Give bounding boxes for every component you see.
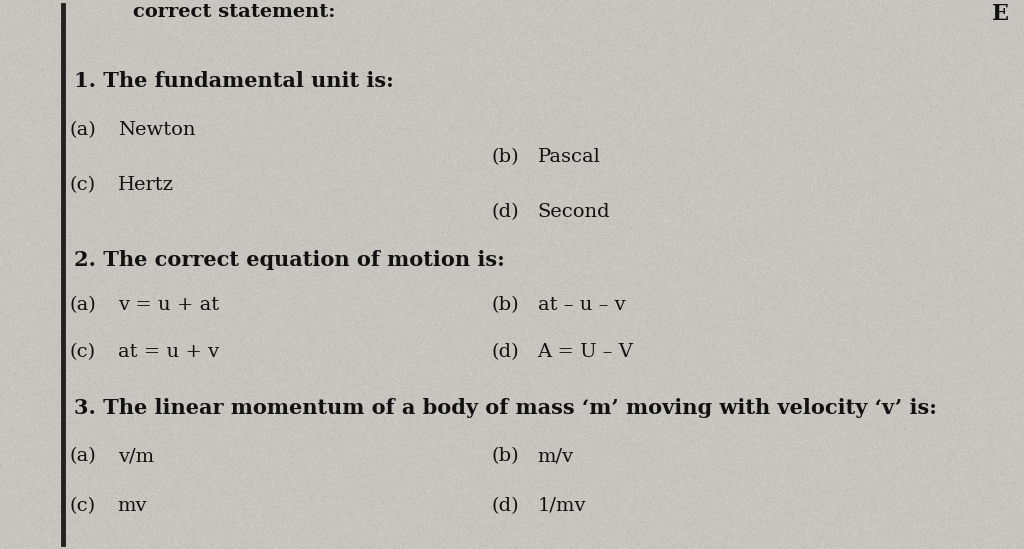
Text: (b): (b) — [492, 447, 519, 466]
Text: at = u + v: at = u + v — [118, 343, 219, 361]
Text: (b): (b) — [492, 296, 519, 315]
Text: Hertz: Hertz — [118, 176, 174, 194]
Text: 1/mv: 1/mv — [538, 497, 586, 515]
Text: (b): (b) — [492, 148, 519, 166]
Text: 1. The fundamental unit is:: 1. The fundamental unit is: — [74, 71, 393, 91]
Text: v/m: v/m — [118, 447, 154, 466]
Text: (d): (d) — [492, 343, 519, 361]
Text: v = u + at: v = u + at — [118, 296, 219, 315]
Text: m/v: m/v — [538, 447, 573, 466]
Text: mv: mv — [118, 497, 147, 515]
Text: (c): (c) — [70, 176, 96, 194]
Text: (d): (d) — [492, 497, 519, 515]
Text: correct statement:: correct statement: — [133, 3, 336, 21]
Text: (c): (c) — [70, 497, 96, 515]
Text: (a): (a) — [70, 121, 96, 139]
Text: at – u – v: at – u – v — [538, 296, 626, 315]
Text: 3. The linear momentum of a body of mass ‘m’ moving with velocity ‘v’ is:: 3. The linear momentum of a body of mass… — [74, 398, 937, 418]
Text: Second: Second — [538, 203, 610, 221]
Text: Pascal: Pascal — [538, 148, 600, 166]
Text: (c): (c) — [70, 343, 96, 361]
Text: Newton: Newton — [118, 121, 196, 139]
Text: (d): (d) — [492, 203, 519, 221]
Text: (a): (a) — [70, 296, 96, 315]
Text: E: E — [991, 3, 1009, 25]
Text: (a): (a) — [70, 447, 96, 466]
Text: A = U – V: A = U – V — [538, 343, 634, 361]
Text: 2. The correct equation of motion is:: 2. The correct equation of motion is: — [74, 250, 505, 270]
